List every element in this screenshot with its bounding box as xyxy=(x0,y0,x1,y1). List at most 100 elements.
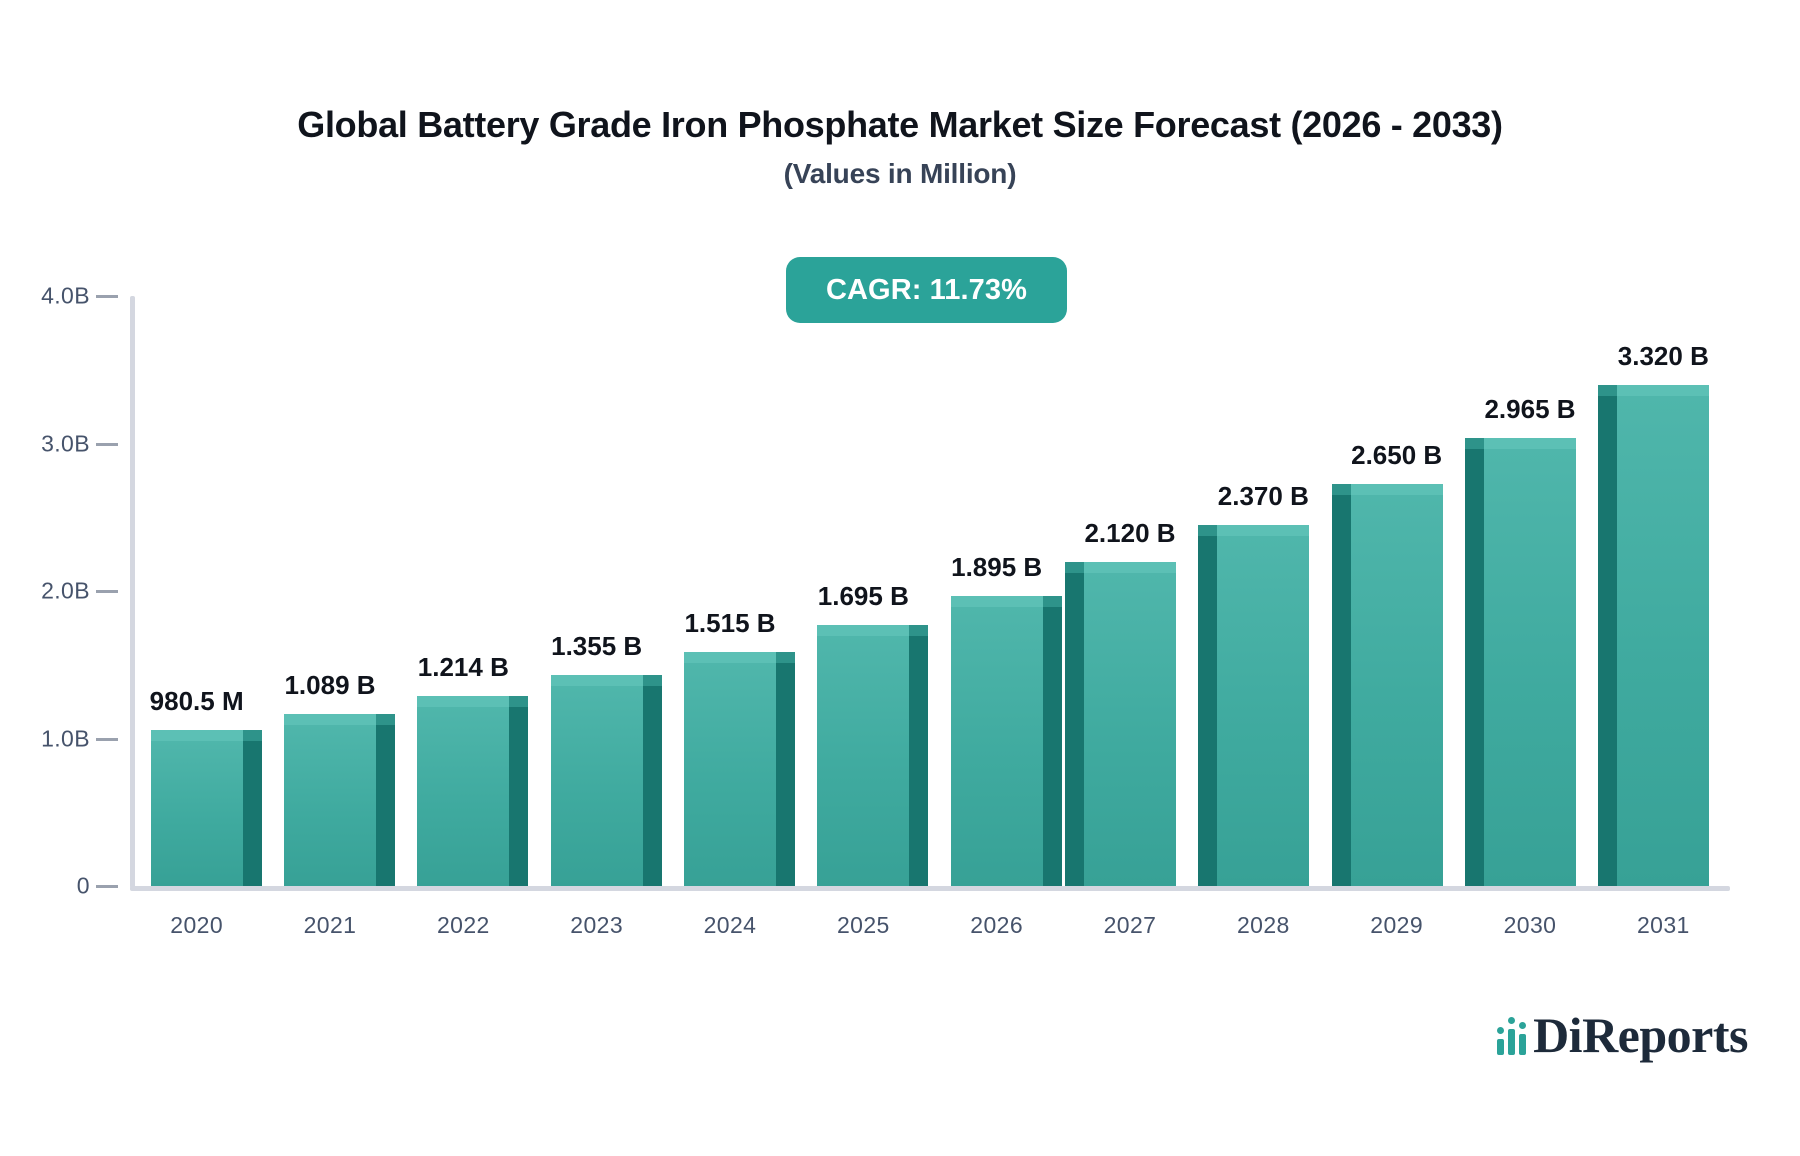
bar-top xyxy=(1350,484,1443,496)
bar-face xyxy=(1617,396,1710,886)
bar-side-shadow xyxy=(642,686,662,886)
bar-face xyxy=(284,725,376,886)
x-axis-label: 2031 xyxy=(1636,912,1690,938)
bar-group[interactable]: 1.214 B 2022 xyxy=(417,290,529,938)
bar[interactable] xyxy=(550,675,662,886)
bar-top xyxy=(1617,385,1710,397)
x-axis-label: 2027 xyxy=(1103,912,1157,938)
logo-dot-3 xyxy=(1519,1022,1527,1029)
bar-top-bevel xyxy=(1065,562,1084,574)
cagr-badge-label: CAGR: 11.73% xyxy=(825,273,1028,306)
y-axis-tick xyxy=(96,295,118,298)
bar-side-shadow xyxy=(1598,396,1618,886)
bar-face xyxy=(950,606,1043,886)
bar-side-shadow xyxy=(509,706,529,886)
bar-side-shadow xyxy=(776,662,795,886)
bar[interactable] xyxy=(950,595,1062,886)
bar[interactable] xyxy=(284,714,395,886)
bar-top-bevel xyxy=(1598,385,1618,397)
bar-group[interactable]: 2.965 B 2030 xyxy=(1465,290,1576,938)
bar-group[interactable]: 1.895 B 2026 xyxy=(950,290,1062,938)
bar-top-bevel xyxy=(242,730,262,742)
bar-top xyxy=(684,651,776,663)
bar[interactable] xyxy=(150,730,262,886)
y-axis-tick xyxy=(96,590,118,593)
bar-side-shadow xyxy=(1331,495,1351,886)
bar[interactable] xyxy=(1198,525,1310,886)
bar-group[interactable]: 1.695 B 2025 xyxy=(817,290,929,938)
bar-value-label: 1.089 B xyxy=(284,670,376,701)
y-axis-tick xyxy=(96,885,118,888)
bar-side-shadow xyxy=(1042,606,1062,886)
y-axis-label: 4.0B xyxy=(41,282,90,309)
cagr-badge: CAGR: 11.73% xyxy=(786,257,1067,323)
bar[interactable] xyxy=(417,695,529,886)
bar-value-label: 2.370 B xyxy=(1217,481,1309,512)
bar-top-bevel xyxy=(776,651,795,663)
bar-face xyxy=(550,686,643,886)
bar-top xyxy=(417,695,510,707)
y-axis-label: 2.0B xyxy=(41,577,90,604)
bar[interactable] xyxy=(1598,385,1710,886)
bar-top-bevel xyxy=(1042,595,1062,607)
bar[interactable] xyxy=(817,625,929,886)
bar-face xyxy=(1484,448,1576,886)
bar-top-bevel xyxy=(909,625,929,636)
logo-dot-2 xyxy=(1508,1017,1516,1024)
bar-value-label: 2.650 B xyxy=(1351,440,1443,471)
logo-text: DiReports xyxy=(1533,1007,1748,1063)
x-axis-label: 2030 xyxy=(1503,912,1557,938)
logo-bar-3 xyxy=(1519,1022,1527,1055)
y-axis-label: 1.0B xyxy=(41,725,90,751)
y-axis-label: 3.0B xyxy=(41,430,90,456)
x-axis-label: 2025 xyxy=(836,912,890,938)
x-axis-label: 2026 xyxy=(970,912,1024,938)
bar-group[interactable]: 1.515 B 2024 xyxy=(684,290,795,938)
bar-side-shadow xyxy=(376,725,395,886)
bar-side-shadow xyxy=(1465,448,1484,886)
bar-top xyxy=(950,595,1043,607)
bar-group[interactable]: 2.650 B 2029 xyxy=(1331,290,1443,938)
y-axis-line xyxy=(130,296,135,888)
bar-top-bevel xyxy=(509,695,529,707)
bar-series: 980.5 M 2020 1.089 B 2021 1.214 B 2022 1.355 B… xyxy=(130,290,1730,938)
bar-face xyxy=(150,741,243,886)
y-axis-tick xyxy=(96,737,118,741)
bar-group[interactable]: 2.120 B 2027 xyxy=(1065,290,1176,938)
x-axis-label: 2028 xyxy=(1236,912,1290,938)
direports-logo: DiReports xyxy=(1497,1010,1748,1060)
bar-top xyxy=(150,730,243,742)
bar[interactable] xyxy=(1465,437,1576,886)
logo-bar-2 xyxy=(1508,1017,1516,1055)
bar-top xyxy=(817,625,910,636)
logo-dot-1 xyxy=(1497,1027,1505,1034)
bar-top xyxy=(1484,437,1576,449)
y-axis-tick xyxy=(96,442,118,446)
x-axis-label: 2022 xyxy=(436,912,490,938)
bar-face xyxy=(684,662,776,886)
bar-value-label: 1.895 B xyxy=(951,551,1043,582)
bar-value-label: 1.515 B xyxy=(684,607,776,638)
plot-area: 4.0B 3.0B 2.0B 1.0B 0 980.5 M 2020 1.089 B 2021… xyxy=(41,283,1730,938)
bar-value-label: 1.355 B xyxy=(551,631,643,662)
bar-group[interactable]: 1.089 B 2021 xyxy=(284,290,395,938)
bar-group[interactable]: 3.320 B 2031 xyxy=(1598,290,1710,938)
bar-group[interactable]: 980.5 M 2020 xyxy=(150,290,262,938)
logo-bar-1 xyxy=(1497,1027,1505,1055)
bar-face xyxy=(417,706,510,886)
bar-top-bevel xyxy=(642,675,662,687)
bar-side-shadow xyxy=(1198,536,1218,886)
bar-value-label: 2.120 B xyxy=(1084,518,1176,549)
bar[interactable] xyxy=(1331,484,1443,886)
bar[interactable] xyxy=(1065,562,1176,886)
x-axis-label: 2023 xyxy=(570,912,624,938)
x-axis-label: 2024 xyxy=(703,912,757,938)
bar[interactable] xyxy=(684,651,795,886)
bar-face xyxy=(1217,536,1310,886)
bar-face xyxy=(1084,573,1176,886)
bar-side-shadow xyxy=(1065,573,1084,886)
bar-group[interactable]: 1.355 B 2023 xyxy=(550,290,662,938)
bar-top-bevel xyxy=(1331,484,1351,496)
bar-group[interactable]: 2.370 B 2028 xyxy=(1198,290,1310,938)
